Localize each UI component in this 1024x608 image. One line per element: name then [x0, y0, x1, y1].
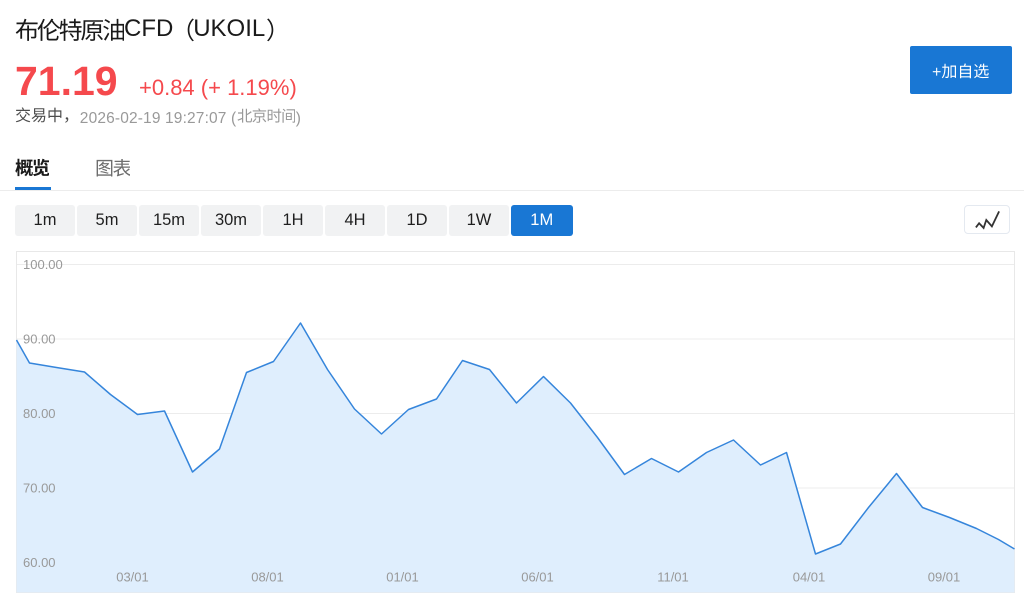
- svg-text:11/01: 11/01: [657, 569, 689, 584]
- svg-text:09/01: 09/01: [927, 569, 960, 584]
- svg-text:90.00: 90.00: [23, 331, 56, 346]
- svg-text:70.00: 70.00: [23, 480, 56, 495]
- svg-text:100.00: 100.00: [23, 257, 63, 272]
- svg-text:03/01: 03/01: [116, 569, 149, 584]
- svg-text:80.00: 80.00: [23, 406, 56, 421]
- svg-text:06/01: 06/01: [521, 569, 554, 584]
- svg-text:60.00: 60.00: [23, 555, 56, 570]
- svg-text:01/01: 01/01: [386, 569, 419, 584]
- svg-text:08/01: 08/01: [251, 569, 284, 584]
- svg-text:04/01: 04/01: [792, 569, 825, 584]
